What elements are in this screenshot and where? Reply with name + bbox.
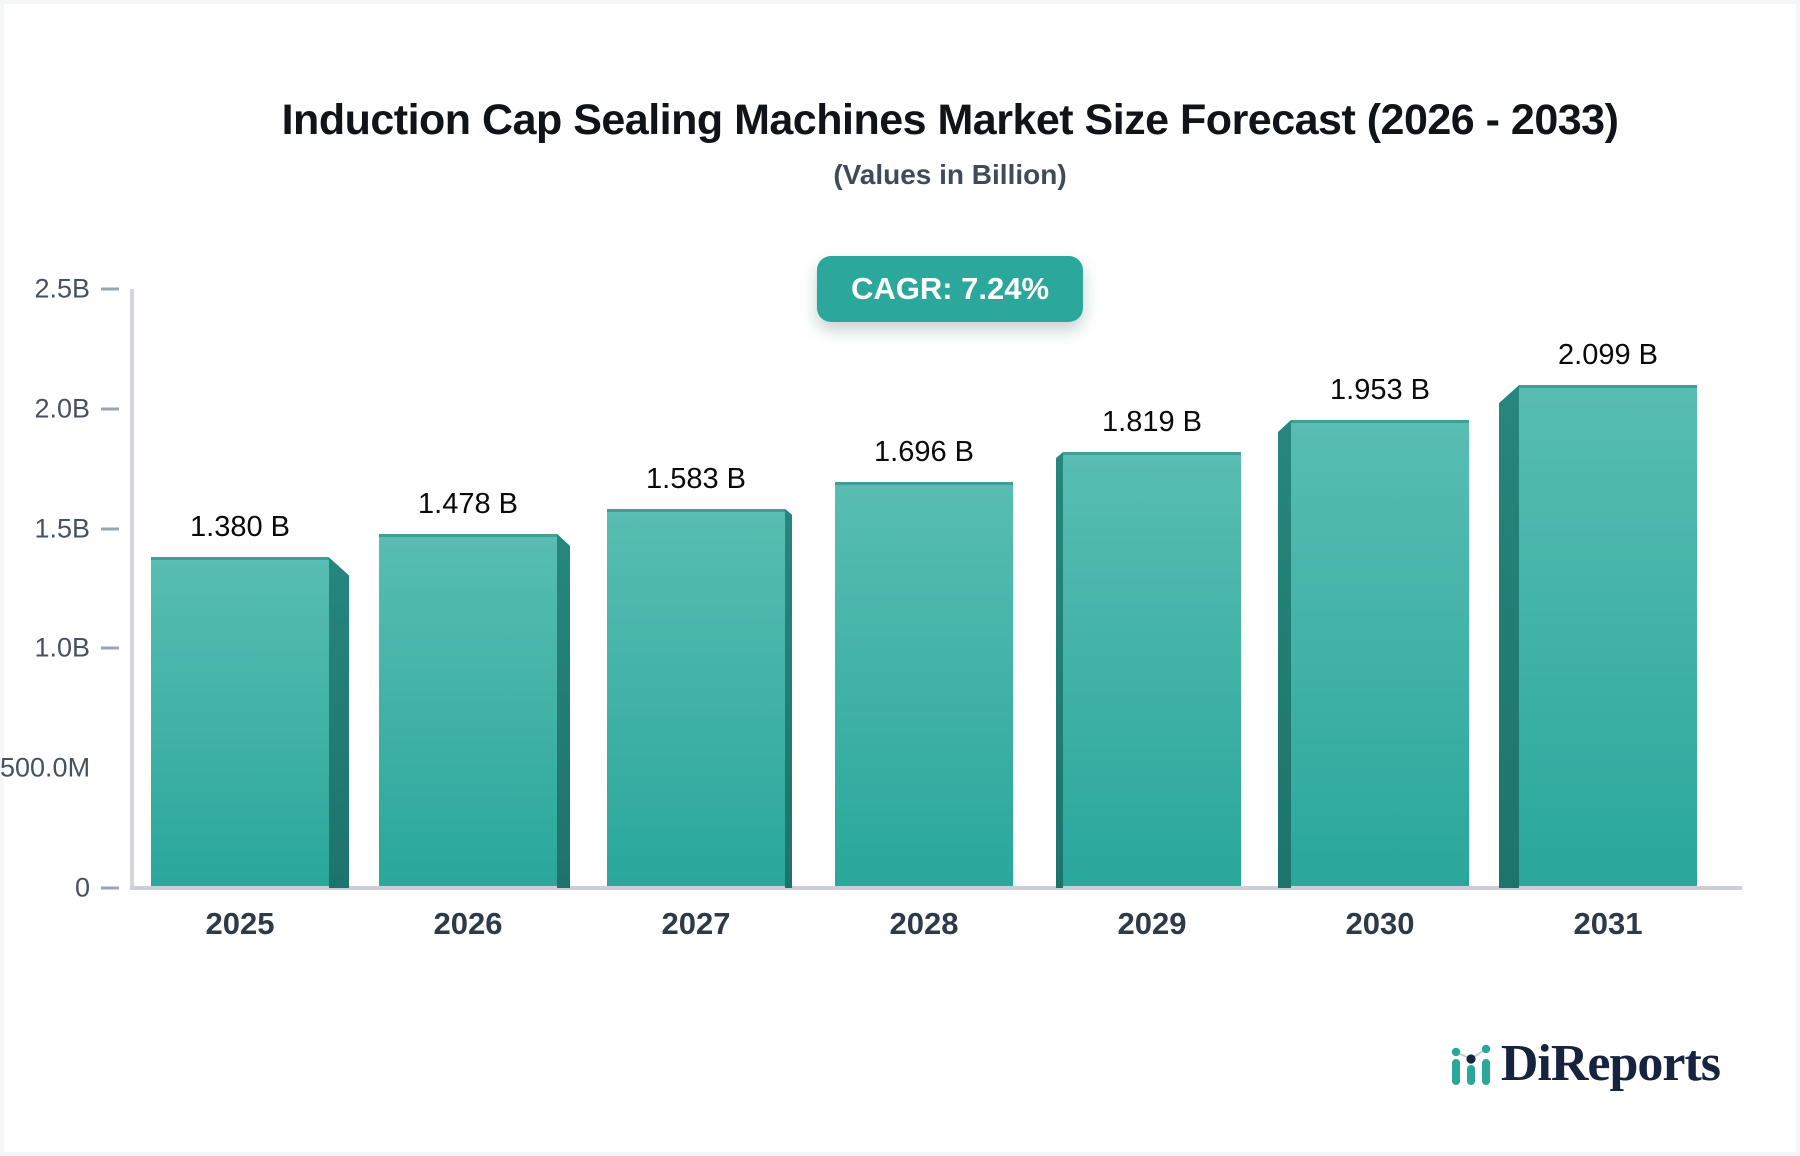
bar-side-face: [1056, 452, 1063, 888]
bar-side-face: [785, 508, 792, 888]
x-tick-label-2031: 2031: [1573, 906, 1643, 941]
x-axis-line: [130, 886, 1742, 890]
bar-2025[interactable]: [151, 557, 329, 886]
bar-value-label: 2.099 B: [1558, 339, 1658, 372]
bar-value-label: 1.819 B: [1102, 406, 1202, 439]
y-tick-dash: [101, 287, 119, 291]
x-tick-label-2025: 2025: [205, 906, 275, 941]
y-tick-label: 1.0B: [34, 632, 90, 663]
bar-2027[interactable]: [607, 508, 785, 886]
logo-text: DiReports: [1500, 1035, 1721, 1092]
bar-side-face: [329, 557, 349, 888]
bar-side-face: [1499, 385, 1519, 888]
x-tick-label-2029: 2029: [1117, 906, 1187, 941]
y-tick-label: 1.5B: [34, 513, 90, 544]
y-tick-label: 0: [74, 872, 90, 903]
y-tick-dash: [101, 886, 119, 890]
cagr-badge: CAGR: 7.24%: [816, 256, 1084, 322]
chart-header: Induction Cap Sealing Machines Market Si…: [0, 0, 1800, 191]
chart-subtitle: (Values in Billion): [833, 159, 1067, 191]
bar-2030[interactable]: [1291, 420, 1469, 886]
logo[interactable]: DiReports: [1447, 1035, 1721, 1092]
bar-side-face: [557, 533, 570, 888]
x-tick-label-2026: 2026: [433, 906, 503, 941]
y-axis-line: [130, 289, 134, 888]
bar-value-label: 1.696 B: [874, 435, 974, 468]
bar-value-label: 1.583 B: [646, 462, 746, 495]
bar-value-label: 1.953 B: [1330, 374, 1430, 407]
x-tick-label-2028: 2028: [889, 906, 959, 941]
x-tick-label-2030: 2030: [1345, 906, 1415, 941]
y-tick-dash: [101, 646, 119, 650]
x-tick-label-2027: 2027: [661, 906, 731, 941]
y-tick-dash: [101, 527, 119, 531]
bar-line-chart-icon: [1447, 1043, 1495, 1092]
y-tick-label: 2.5B: [34, 273, 90, 304]
y-tick-dash: [101, 407, 119, 411]
bar-value-label: 1.380 B: [190, 511, 290, 544]
bar-2031[interactable]: [1519, 385, 1697, 886]
bar-2028[interactable]: [835, 481, 1013, 886]
bar-side-face: [1278, 420, 1291, 888]
y-tick-label: 500.0M: [0, 752, 91, 783]
chart-title: Induction Cap Sealing Machines Market Si…: [281, 96, 1619, 144]
bar-value-label: 1.478 B: [418, 487, 518, 520]
bar-2026[interactable]: [379, 533, 557, 886]
bar-2029[interactable]: [1063, 452, 1241, 886]
y-tick-label: 2.0B: [34, 393, 90, 424]
